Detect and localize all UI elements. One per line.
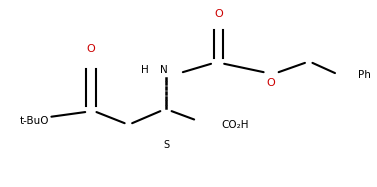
Text: O: O <box>214 9 223 19</box>
Text: Ph: Ph <box>357 70 370 80</box>
Text: O: O <box>86 44 95 54</box>
Text: H: H <box>141 65 149 75</box>
Text: CO₂H: CO₂H <box>222 120 249 130</box>
Text: O: O <box>267 78 276 88</box>
Text: t-BuO: t-BuO <box>20 116 49 126</box>
Text: N: N <box>160 65 168 75</box>
Text: S: S <box>163 140 169 151</box>
